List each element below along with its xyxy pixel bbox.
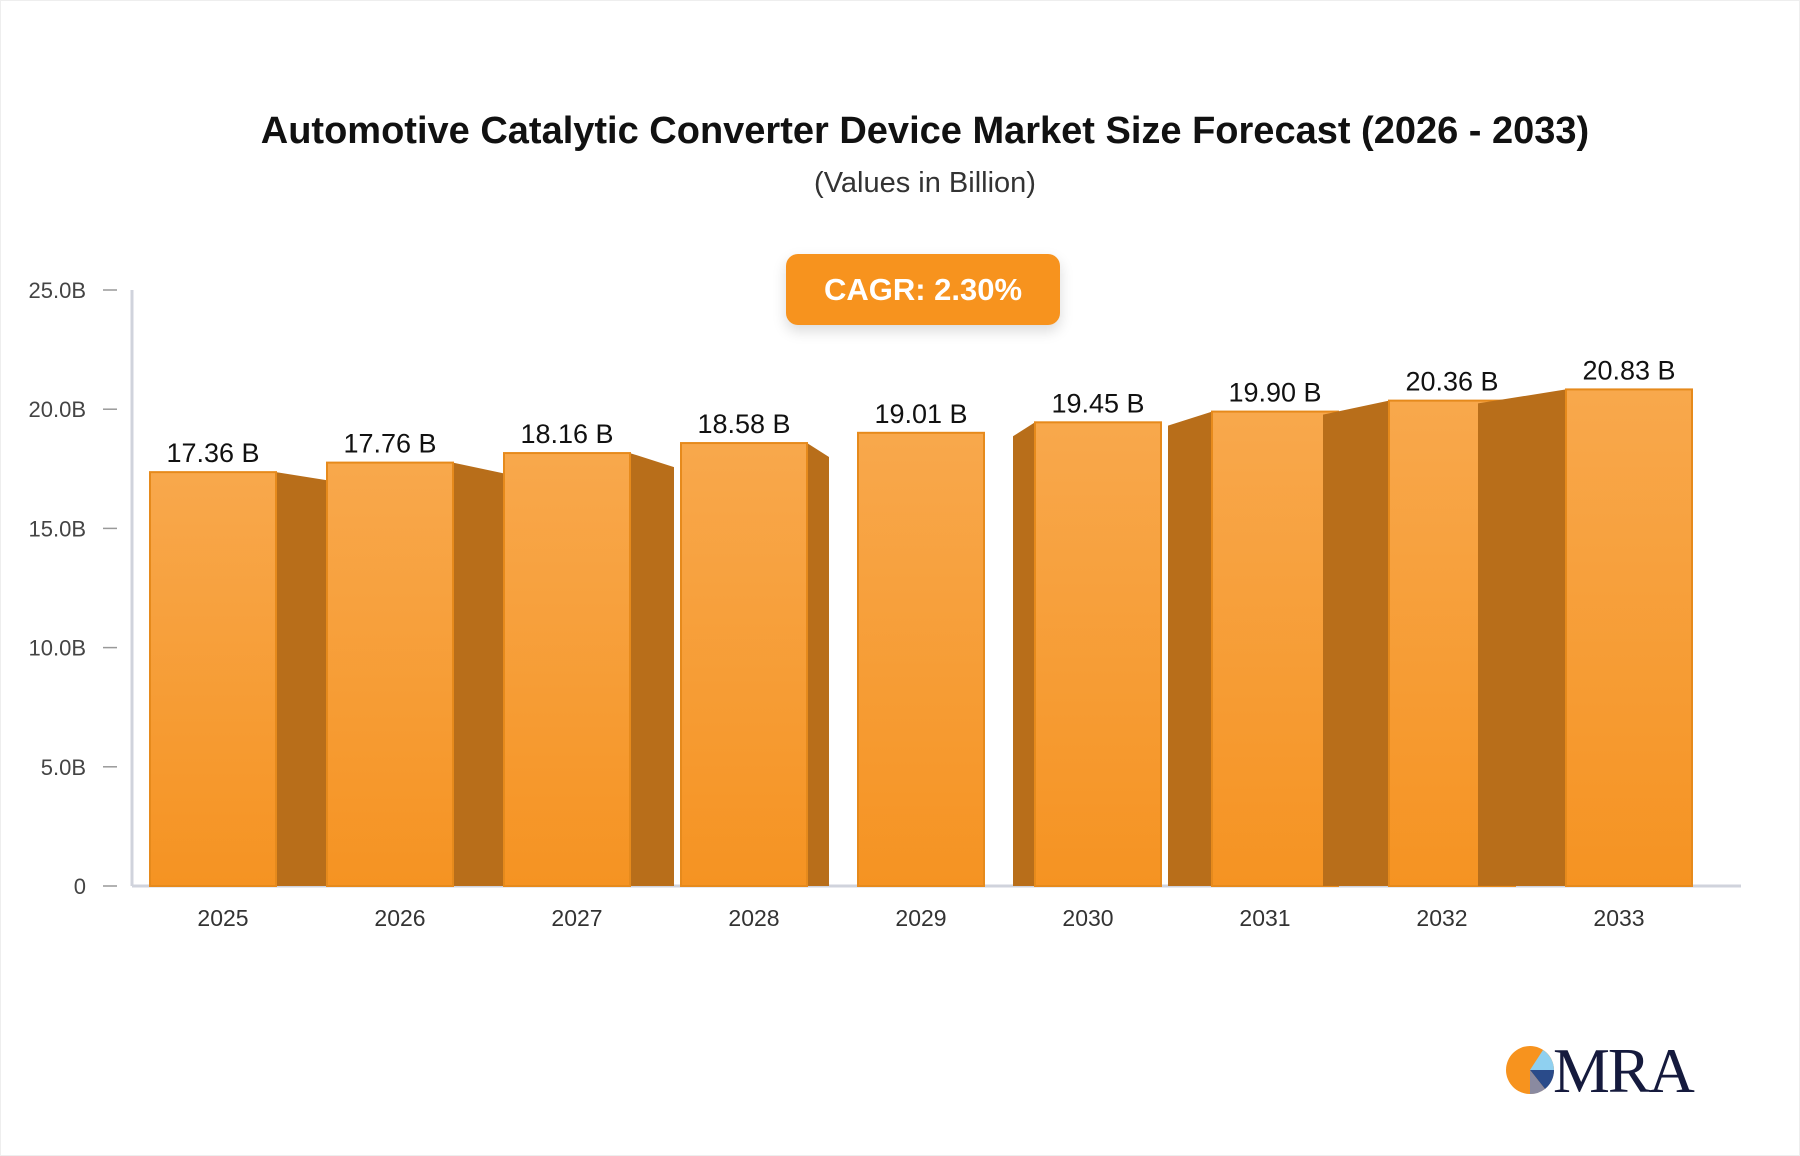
x-tick-label: 2032 [1416, 905, 1467, 931]
bar-side [453, 462, 519, 886]
y-tick-label: 25.0B [29, 278, 87, 303]
bar [857, 431, 985, 887]
x-tick-label: 2029 [895, 905, 946, 931]
bar [503, 452, 631, 887]
bar-side [1323, 400, 1389, 886]
x-tick-label: 2028 [728, 905, 779, 931]
data-label: 20.83 B [1582, 355, 1675, 385]
x-tick-label: 2031 [1239, 905, 1290, 931]
bar-side [630, 453, 674, 886]
bar-side [1478, 389, 1566, 886]
pie-logo-icon [1506, 1046, 1555, 1095]
bar [1034, 421, 1162, 887]
bar-side [807, 443, 829, 886]
bar [1565, 388, 1693, 887]
data-label: 20.36 B [1405, 367, 1498, 397]
data-label: 19.01 B [874, 399, 967, 429]
mra-logo: MRA [1505, 1035, 1695, 1106]
data-label: 17.36 B [166, 438, 259, 468]
y-tick-label: 15.0B [29, 516, 87, 541]
data-label: 17.76 B [343, 429, 436, 459]
y-tick-label: 20.0B [29, 397, 87, 422]
chart-title: Automotive Catalytic Converter Device Ma… [260, 110, 1590, 152]
data-label: 19.90 B [1228, 378, 1321, 408]
y-tick-label: 10.0B [29, 636, 87, 661]
x-tick-label: 2030 [1062, 905, 1113, 931]
y-tick-label: 0 [74, 874, 86, 899]
chart-subtitle: (Values in Billion) [814, 167, 1036, 199]
x-tick-label: 2033 [1593, 905, 1644, 931]
data-label: 18.58 B [697, 409, 790, 439]
y-tick-label: 5.0B [41, 755, 86, 780]
bar [326, 461, 454, 887]
cagr-badge: CAGR: 2.30% [786, 254, 1060, 325]
logo-text: MRA [1553, 1035, 1695, 1106]
bar [680, 442, 808, 887]
bar [149, 471, 277, 887]
bar-side [1013, 422, 1035, 886]
bar-side [1168, 411, 1212, 886]
bar [1211, 410, 1339, 887]
x-tick-label: 2027 [551, 905, 602, 931]
data-label: 19.45 B [1051, 388, 1144, 418]
data-label: 18.16 B [520, 419, 613, 449]
x-tick-label: 2025 [197, 905, 248, 931]
x-tick-label: 2026 [374, 905, 425, 931]
